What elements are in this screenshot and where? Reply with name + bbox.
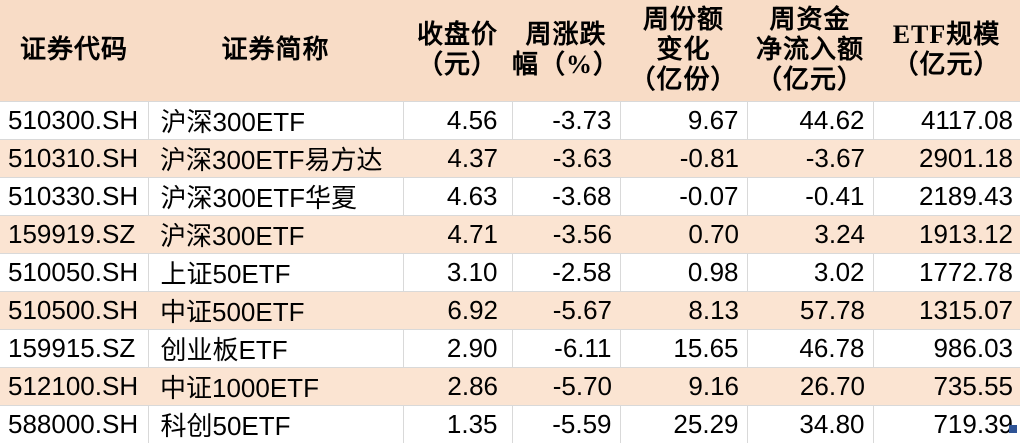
net-inflow-cell: 34.80	[747, 404, 874, 443]
name-cell: 上证50ETF	[148, 252, 404, 292]
etf-scale-cell: 2901.18	[873, 139, 1020, 177]
share-change-cell: 15.65	[620, 328, 748, 368]
etf-scale-cell: 1772.78	[873, 252, 1020, 292]
close-price-cell: 4.37	[403, 139, 512, 177]
table-header: 证券代码 证券简称 收盘价 （元） 周涨跌 幅（%） 周份额 变化 （亿份） 周…	[0, 0, 1020, 101]
close-price-cell: 3.10	[403, 252, 513, 292]
code-cell: 588000.SH	[0, 404, 149, 443]
net-inflow-cell: -3.67	[747, 139, 873, 177]
col-header-code: 证券代码	[0, 0, 148, 101]
week-change-cell: -3.73	[512, 100, 621, 140]
code-cell: 510050.SH	[0, 252, 149, 292]
etf-scale-cell: 1913.12	[873, 215, 1020, 253]
col-header-close-price: 收盘价 （元）	[403, 0, 512, 101]
close-price-cell: 2.90	[403, 328, 513, 368]
code-cell: 159919.SZ	[0, 215, 148, 253]
share-change-cell: -0.07	[620, 176, 748, 216]
table-body: 510300.SH 沪深300ETF 4.56 -3.73 9.67 44.62 4117.…	[0, 100, 1020, 443]
col-header-share-change: 周份额 变化 （亿份）	[620, 0, 747, 101]
share-change-cell: 0.98	[620, 252, 748, 292]
close-price-cell: 4.56	[403, 100, 513, 140]
table-row: 510310.SH 沪深300ETF易方达 4.37 -3.63 -0.81 -3.67 2…	[0, 139, 1020, 177]
week-change-cell: -3.68	[512, 176, 621, 216]
net-inflow-cell: 44.62	[747, 100, 874, 140]
table-row: 512100.SH 中证1000ETF 2.86 -5.70 9.16 26.70 735.…	[0, 367, 1020, 405]
name-cell: 沪深300ETF易方达	[148, 139, 403, 177]
week-change-cell: -3.56	[512, 215, 620, 253]
col-header-etf-scale: ETF规模 （亿元）	[873, 0, 1020, 101]
week-change-cell: -3.63	[512, 139, 620, 177]
close-price-cell: 4.63	[403, 176, 513, 216]
name-cell: 沪深300ETF华夏	[148, 176, 404, 216]
week-change-cell: -5.70	[512, 367, 620, 405]
share-change-cell: 25.29	[620, 404, 748, 443]
code-cell: 510500.SH	[0, 291, 148, 329]
table-row: 510500.SH 中证500ETF 6.92 -5.67 8.13 57.78 1315.…	[0, 291, 1020, 329]
net-inflow-cell: 46.78	[747, 328, 874, 368]
week-change-cell: -5.67	[512, 291, 620, 329]
etf-scale-cell: 986.03	[873, 328, 1020, 368]
etf-scale-cell: 719.39	[873, 404, 1020, 443]
net-inflow-cell: 57.78	[747, 291, 873, 329]
etf-scale-cell: 2189.43	[873, 176, 1020, 216]
col-header-name: 证券简称	[148, 0, 403, 101]
table-row: 159919.SZ 沪深300ETF 4.71 -3.56 0.70 3.24 1913.1…	[0, 215, 1020, 253]
code-cell: 510310.SH	[0, 139, 148, 177]
etf-scale-cell: 735.55	[873, 367, 1020, 405]
header-row: 证券代码 证券简称 收盘价 （元） 周涨跌 幅（%） 周份额 变化 （亿份） 周…	[0, 0, 1020, 101]
table-row: 159915.SZ 创业板ETF 2.90 -6.11 15.65 46.78 986.03	[0, 328, 1020, 368]
code-cell: 512100.SH	[0, 367, 148, 405]
net-inflow-cell: 3.24	[747, 215, 873, 253]
col-header-week-change: 周涨跌 幅（%）	[512, 0, 620, 101]
share-change-cell: 0.70	[620, 215, 747, 253]
name-cell: 科创50ETF	[148, 404, 404, 443]
name-cell: 中证1000ETF	[148, 367, 403, 405]
selection-fill-handle-icon[interactable]	[1009, 425, 1017, 433]
name-cell: 中证500ETF	[148, 291, 403, 329]
share-change-cell: 9.16	[620, 367, 747, 405]
week-change-cell: -2.58	[512, 252, 621, 292]
close-price-cell: 4.71	[403, 215, 512, 253]
week-change-cell: -6.11	[512, 328, 621, 368]
table-row: 588000.SH 科创50ETF 1.35 -5.59 25.29 34.80 719.3…	[0, 404, 1020, 443]
share-change-cell: 9.67	[620, 100, 748, 140]
etf-scale-cell: 4117.08	[873, 100, 1020, 140]
share-change-cell: 8.13	[620, 291, 747, 329]
name-cell: 沪深300ETF	[148, 100, 404, 140]
code-cell: 510330.SH	[0, 176, 149, 216]
close-price-cell: 6.92	[403, 291, 512, 329]
week-change-cell: -5.59	[512, 404, 621, 443]
table-row: 510330.SH 沪深300ETF华夏 4.63 -3.68 -0.07 -0.41 21…	[0, 176, 1020, 216]
col-header-net-inflow: 周资金 净流入额 （亿元）	[747, 0, 873, 101]
code-cell: 159915.SZ	[0, 328, 149, 368]
close-price-cell: 2.86	[403, 367, 512, 405]
etf-scale-cell: 1315.07	[873, 291, 1020, 329]
name-cell: 创业板ETF	[148, 328, 404, 368]
net-inflow-cell: -0.41	[747, 176, 874, 216]
net-inflow-cell: 26.70	[747, 367, 873, 405]
name-cell: 沪深300ETF	[148, 215, 403, 253]
net-inflow-cell: 3.02	[747, 252, 874, 292]
table-row: 510300.SH 沪深300ETF 4.56 -3.73 9.67 44.62 4117.…	[0, 100, 1020, 140]
share-change-cell: -0.81	[620, 139, 747, 177]
code-cell: 510300.SH	[0, 100, 149, 140]
table-row: 510050.SH 上证50ETF 3.10 -2.58 0.98 3.02 1772.78	[0, 252, 1020, 292]
close-price-cell: 1.35	[403, 404, 513, 443]
